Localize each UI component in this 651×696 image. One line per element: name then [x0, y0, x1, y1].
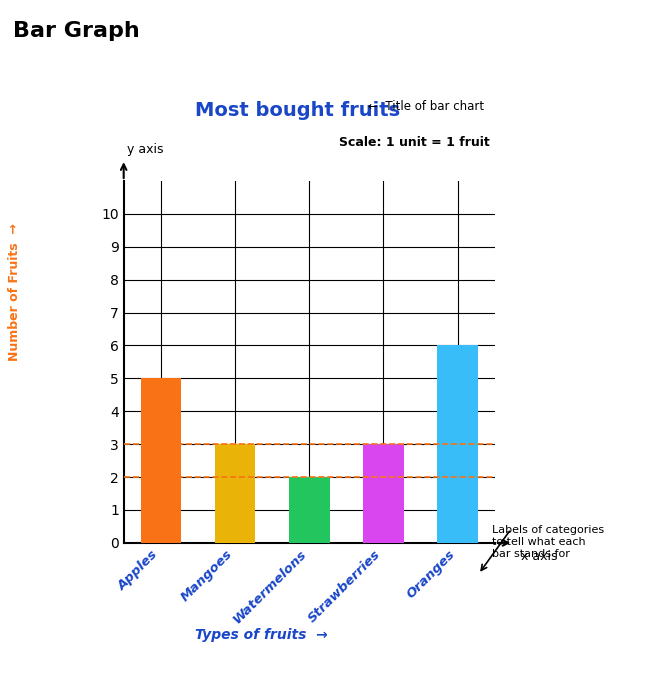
Bar [363, 444, 404, 543]
Bar [215, 444, 255, 543]
Bar [437, 345, 478, 543]
Text: Scale: 1 unit = 1 fruit: Scale: 1 unit = 1 fruit [339, 136, 490, 149]
Text: x axis: x axis [521, 550, 557, 563]
Bar [141, 379, 182, 543]
Text: Labels of categories
to tell what each
bar stands for: Labels of categories to tell what each b… [492, 525, 603, 559]
Bar [289, 477, 329, 543]
Text: ←  Title of bar chart: ← Title of bar chart [368, 100, 484, 113]
Text: Most bought fruits: Most bought fruits [195, 101, 400, 120]
Text: y axis: y axis [128, 143, 164, 156]
Text: Number of Fruits  →: Number of Fruits → [8, 223, 21, 361]
Text: Bar Graph: Bar Graph [13, 21, 140, 41]
Text: Types of fruits  →: Types of fruits → [195, 628, 328, 642]
